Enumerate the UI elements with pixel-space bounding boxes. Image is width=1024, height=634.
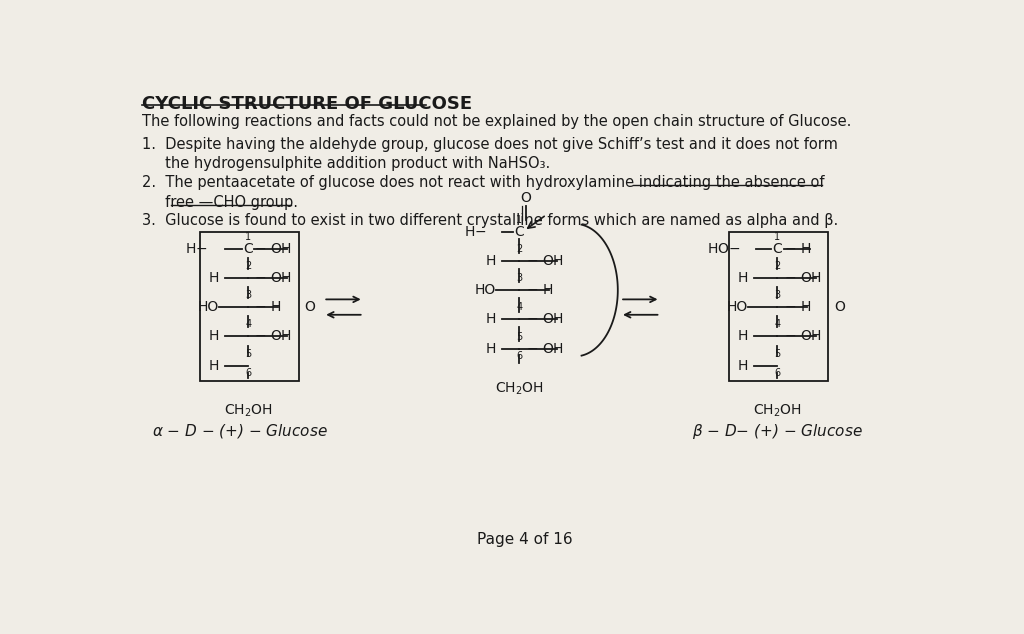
Text: 6: 6 (245, 368, 251, 378)
Text: $-$ H: $-$ H (783, 242, 811, 256)
Text: H: H (737, 329, 748, 344)
Text: HO: HO (727, 300, 748, 314)
Text: 4: 4 (516, 302, 522, 313)
Text: the hydrogensulphite addition product with NaHSO₃.: the hydrogensulphite addition product wi… (142, 156, 550, 171)
Text: O: O (305, 300, 315, 314)
Text: C: C (772, 242, 782, 256)
Text: $-$ H: $-$ H (525, 283, 553, 297)
Text: 4: 4 (774, 320, 780, 330)
Text: $\beta$ $-$ D$-$ (+) $-$ Glucose: $\beta$ $-$ D$-$ (+) $-$ Glucose (692, 422, 863, 441)
Text: CH$_2$OH: CH$_2$OH (753, 403, 802, 419)
Text: $\alpha$ $-$ D $-$ (+) $-$ Glucose: $\alpha$ $-$ D $-$ (+) $-$ Glucose (153, 422, 329, 440)
Text: H: H (208, 329, 219, 344)
Text: 2.  The pentaacetate of glucose does not react with hydroxylamine indicating the: 2. The pentaacetate of glucose does not … (142, 176, 824, 190)
Text: free —CHO group.: free —CHO group. (142, 195, 298, 210)
Text: 5: 5 (245, 349, 251, 359)
Text: 1: 1 (516, 215, 522, 224)
Text: $-$ OH: $-$ OH (783, 329, 821, 344)
Text: HO: HO (475, 283, 496, 297)
Text: CH$_2$OH: CH$_2$OH (495, 381, 544, 398)
Text: CH$_2$OH: CH$_2$OH (223, 403, 272, 419)
Text: HO: HO (198, 300, 219, 314)
Text: 3: 3 (516, 273, 522, 283)
Text: H: H (485, 313, 496, 327)
Text: $-$ OH: $-$ OH (254, 271, 292, 285)
Text: 4: 4 (245, 320, 251, 330)
Text: 5: 5 (774, 349, 780, 359)
Text: $-$ OH: $-$ OH (254, 242, 292, 256)
Text: C: C (514, 224, 524, 238)
Text: 6: 6 (774, 368, 780, 378)
Text: 2: 2 (245, 261, 251, 271)
Text: C: C (244, 242, 253, 256)
Text: The following reactions and facts could not be explained by the open chain struc: The following reactions and facts could … (142, 114, 851, 129)
Text: 3.  Glucose is found to exist in two different crystalline forms which are named: 3. Glucose is found to exist in two diff… (142, 213, 839, 228)
Text: H: H (485, 254, 496, 268)
Text: CYCLIC STRUCTURE OF GLUCOSE: CYCLIC STRUCTURE OF GLUCOSE (142, 94, 472, 113)
Text: $-$ OH: $-$ OH (525, 313, 563, 327)
Text: $-$ H: $-$ H (254, 300, 282, 314)
Text: H: H (208, 271, 219, 285)
Text: $-$ H: $-$ H (783, 300, 811, 314)
Text: 1: 1 (774, 231, 780, 242)
Text: $-$ OH: $-$ OH (254, 329, 292, 344)
Text: $-$ OH: $-$ OH (783, 271, 821, 285)
Text: HO$-$: HO$-$ (707, 242, 740, 256)
Text: 1.  Despite having the aldehyde group, glucose does not give Schiff’s test and i: 1. Despite having the aldehyde group, gl… (142, 137, 838, 152)
Text: 3: 3 (245, 290, 251, 300)
Text: H: H (485, 342, 496, 356)
Text: $-$ OH: $-$ OH (525, 254, 563, 268)
Text: H: H (737, 271, 748, 285)
Text: Page 4 of 16: Page 4 of 16 (477, 533, 572, 547)
Text: $-$ OH: $-$ OH (525, 342, 563, 356)
Text: H: H (208, 359, 219, 373)
Text: H: H (737, 359, 748, 373)
Text: 2: 2 (516, 244, 522, 254)
Text: 1: 1 (245, 231, 251, 242)
Text: 5: 5 (516, 332, 522, 342)
Text: O: O (520, 191, 531, 205)
Text: H$-$: H$-$ (464, 224, 486, 238)
Text: 3: 3 (774, 290, 780, 300)
Text: H$-$: H$-$ (185, 242, 208, 256)
Text: 6: 6 (516, 351, 522, 361)
Text: O: O (834, 300, 845, 314)
Text: 2: 2 (774, 261, 780, 271)
